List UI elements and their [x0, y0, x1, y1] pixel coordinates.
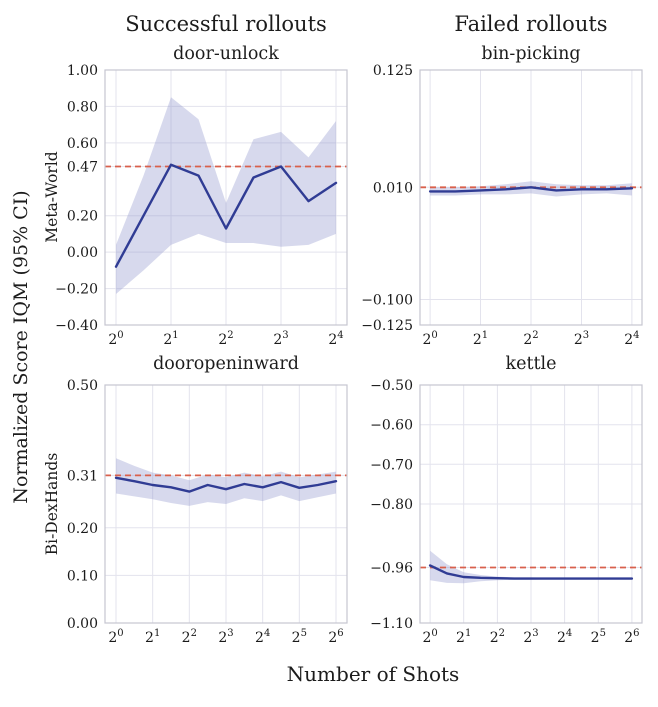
- series-line: [114, 163, 338, 268]
- x-tick-label: 21: [456, 628, 471, 646]
- x-tick-label: 22: [490, 628, 505, 646]
- x-tick-label: 26: [624, 628, 639, 646]
- y-tick-label: −0.40: [55, 318, 98, 334]
- subplot-title-dooropeninward: dooropeninward: [153, 354, 299, 374]
- ci-band: [116, 97, 336, 294]
- x-tick-label: 25: [591, 628, 606, 646]
- y-tick-label: 0.125: [373, 63, 413, 79]
- x-tick-label: 20: [422, 628, 437, 646]
- x-tick-label: 22: [523, 330, 538, 348]
- x-tick-label: 21: [145, 628, 160, 646]
- series-line: [428, 564, 634, 580]
- row-label-meta-world: Meta-World: [43, 151, 61, 243]
- y-tick-label: 0.50: [67, 378, 98, 394]
- x-tick-label: 22: [218, 330, 233, 348]
- x-tick-label: 24: [557, 628, 572, 646]
- column-header-failed-rollouts: Failed rollouts: [454, 12, 608, 36]
- ci-band: [116, 458, 336, 506]
- tick-labels: 0.125 0.010 −0.100 −0.125 20 21 22 23 24: [361, 63, 639, 348]
- y-tick-label: 0.00: [67, 245, 98, 261]
- y-tick-label: 0.47: [67, 160, 98, 176]
- x-tick-label: 20: [108, 330, 123, 348]
- grid: [420, 384, 642, 624]
- subplot-bin-picking: 0.125 0.010 −0.100 −0.125 20 21 22 23 24: [361, 63, 643, 348]
- x-tick-label: 24: [255, 628, 270, 646]
- subplot-title-bin-picking: bin-picking: [481, 44, 581, 64]
- y-tick-label: 0.31: [67, 468, 98, 484]
- y-tick-label: −0.80: [370, 497, 413, 513]
- x-tick-label: 22: [182, 628, 197, 646]
- series-line: [114, 476, 338, 493]
- y-tick-label: −0.70: [370, 457, 413, 473]
- grid: [420, 69, 642, 326]
- subplot-title-door-unlock: door-unlock: [173, 44, 279, 64]
- subplot-door-unlock: 1.00 0.80 0.60 0.47 0.20 0.00 −0.20 −0.40 20 21 22…: [55, 63, 348, 348]
- tick-labels: 0.50 0.31 0.20 0.10 0.00 20 21 22 23 24 25 26: [67, 378, 344, 646]
- x-tick-label: 23: [523, 628, 538, 646]
- x-tick-label: 25: [292, 628, 307, 646]
- y-tick-label: −0.20: [55, 282, 98, 298]
- series-line: [428, 186, 634, 193]
- y-tick-label: −0.96: [370, 561, 413, 577]
- y-tick-label: 1.00: [67, 63, 98, 79]
- x-tick-label: 23: [273, 330, 288, 348]
- x-tick-label: 24: [328, 330, 343, 348]
- tick-labels: 1.00 0.80 0.60 0.47 0.20 0.00 −0.20 −0.40 20 21 22…: [55, 63, 344, 348]
- y-tick-label: 0.60: [67, 136, 98, 152]
- column-header-successful-rollouts: Successful rollouts: [125, 12, 327, 36]
- subplot-title-kettle: kettle: [505, 354, 557, 374]
- x-tick-label: 23: [218, 628, 233, 646]
- x-tick-label: 21: [163, 330, 178, 348]
- ci-band: [430, 550, 632, 584]
- y-tick-label: 0.010: [373, 180, 413, 196]
- x-axis-label: Number of Shots: [286, 662, 460, 686]
- y-tick-label: 0.20: [67, 521, 98, 537]
- subplot-kettle: −0.50 −0.60 −0.70 −0.80 −0.96 −1.10 20 21 22 23 24…: [370, 378, 643, 646]
- ci-band: [430, 181, 632, 197]
- y-tick-label: 0.20: [67, 209, 98, 225]
- y-tick-label: −1.10: [370, 616, 413, 632]
- tick-labels: −0.50 −0.60 −0.70 −0.80 −0.96 −1.10 20 21 22 23 24…: [370, 378, 639, 646]
- x-tick-label: 20: [422, 330, 437, 348]
- axes-frame: [104, 69, 348, 326]
- y-tick-label: −0.50: [370, 378, 413, 394]
- y-tick-label: 0.80: [67, 99, 98, 115]
- subplot-dooropeninward: 0.50 0.31 0.20 0.10 0.00 20 21 22 23 24 25 26: [67, 378, 348, 646]
- x-tick-label: 26: [328, 628, 343, 646]
- axes-frame: [419, 69, 643, 326]
- axes-frame: [419, 384, 643, 624]
- axes-frame: [104, 384, 348, 624]
- row-label-bi-dexhands: Bi-DexHands: [43, 452, 61, 556]
- y-tick-label: 0.00: [67, 616, 98, 632]
- x-tick-label: 23: [574, 330, 589, 348]
- x-tick-label: 20: [108, 628, 123, 646]
- x-tick-label: 21: [473, 330, 488, 348]
- y-tick-label: 0.10: [67, 568, 98, 584]
- y-axis-label: Normalized Score IQM (95% CI): [10, 190, 32, 504]
- y-tick-label: −0.60: [370, 418, 413, 434]
- y-tick-label: −0.100: [361, 293, 413, 309]
- x-tick-label: 24: [624, 330, 639, 348]
- y-tick-label: −0.125: [361, 318, 413, 334]
